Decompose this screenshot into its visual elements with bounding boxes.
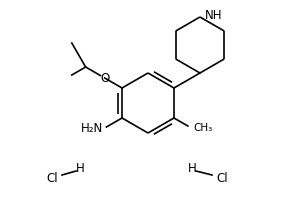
Text: H₂N: H₂N	[81, 123, 103, 135]
Text: CH₃: CH₃	[193, 123, 212, 133]
Text: Cl: Cl	[46, 173, 58, 185]
Text: H: H	[188, 162, 196, 176]
Text: Cl: Cl	[216, 173, 228, 185]
Text: NH: NH	[205, 8, 223, 22]
Text: O: O	[100, 72, 109, 84]
Text: H: H	[76, 162, 84, 176]
